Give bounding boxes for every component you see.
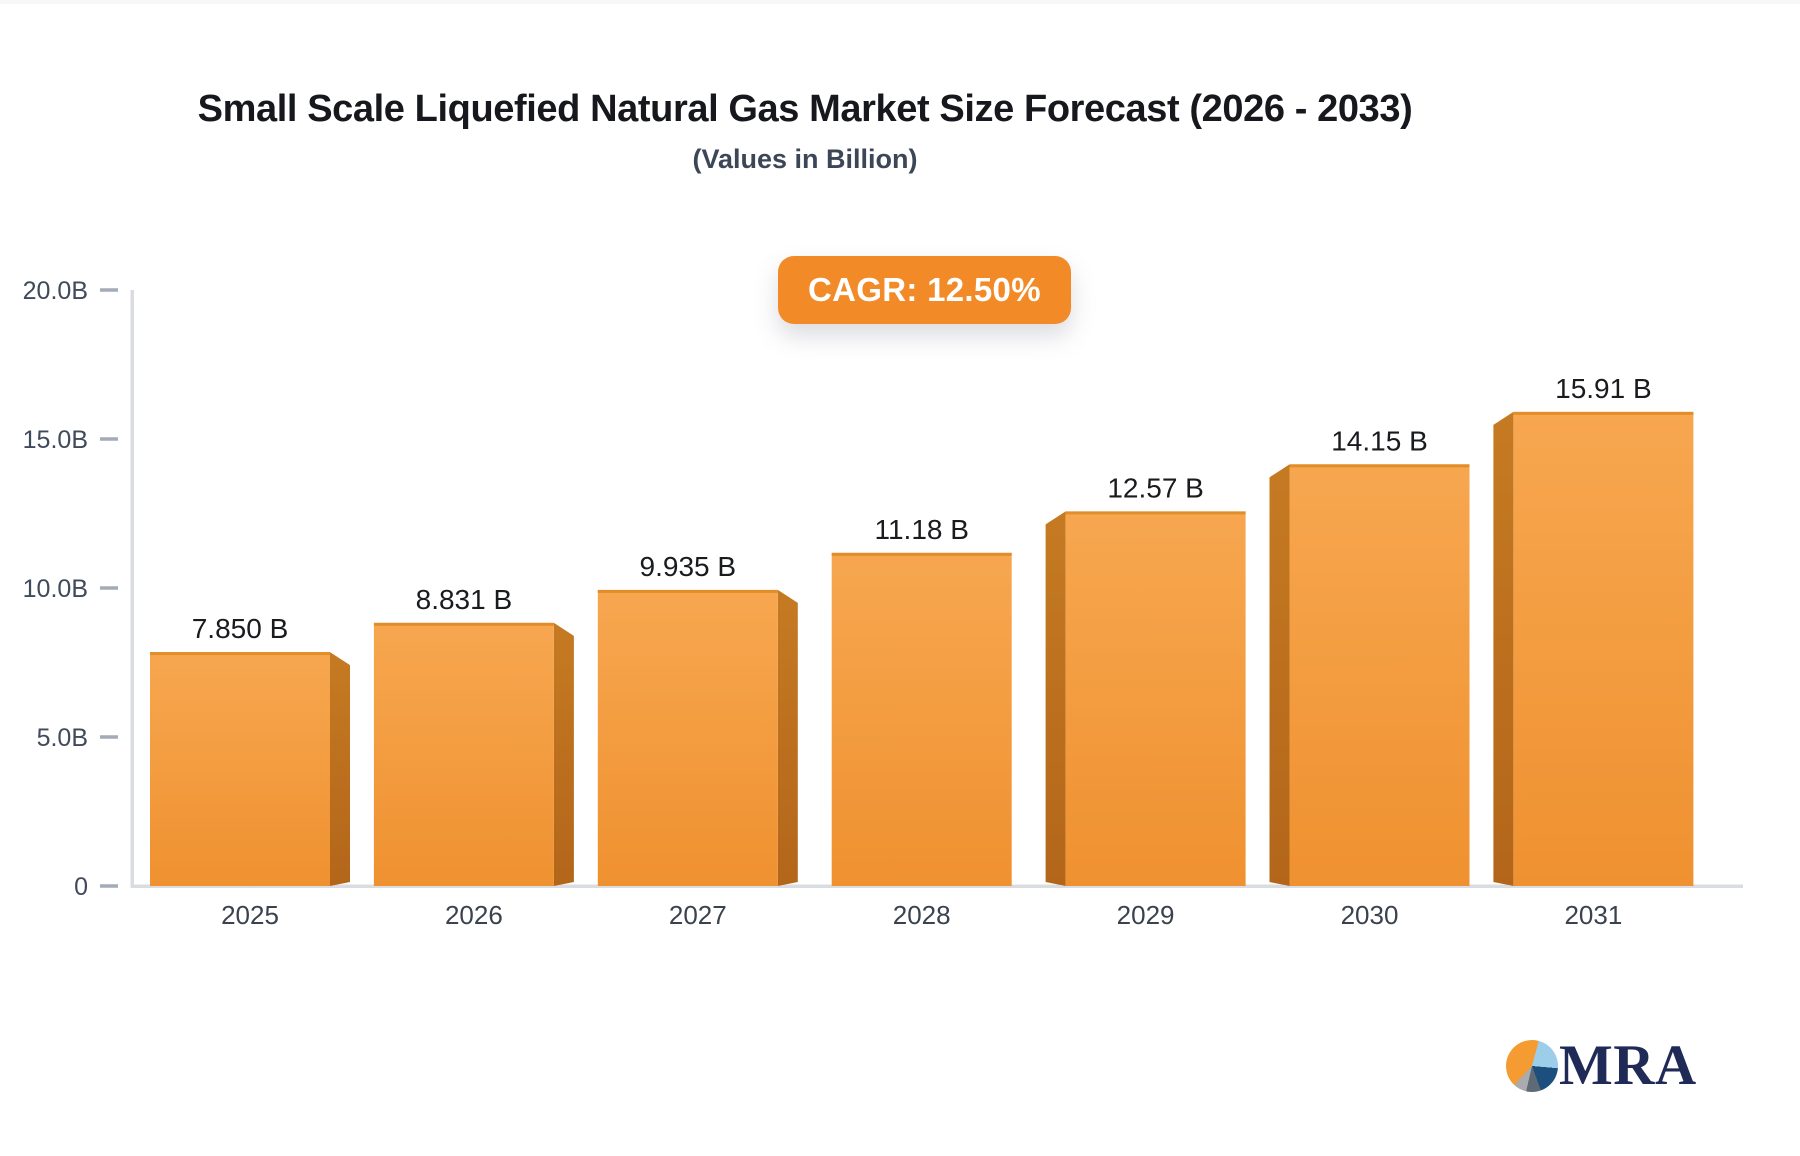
chart-subtitle: (Values in Billion) (692, 144, 918, 174)
x-axis-label: 2029 (1117, 900, 1175, 930)
y-axis-tick-label: 15.0B (23, 426, 88, 454)
cagr-badge: CAGR: 12.50% (778, 256, 1071, 324)
cagr-badge-label: CAGR: 12.50% (808, 271, 1041, 308)
bar-value-label: 11.18 B (874, 514, 968, 545)
y-axis-tick (100, 288, 118, 292)
x-axis-label: 2030 (1341, 900, 1399, 930)
bar-2031 (1513, 411, 1694, 886)
logo-pie-icon (1506, 1040, 1558, 1092)
bar-2028 (831, 552, 1012, 886)
bar-side-2026 (553, 622, 574, 886)
bar-value-label: 7.850 B (192, 613, 289, 644)
y-axis-tick (100, 735, 118, 739)
x-axis-label: 2031 (1564, 900, 1622, 930)
y-axis-tick (100, 437, 118, 441)
bar-side-2031 (1493, 411, 1514, 886)
y-axis-tick-label: 20.0B (23, 277, 88, 305)
x-axis-label: 2027 (669, 900, 727, 930)
bar-2029 (1065, 511, 1246, 886)
bar-side-2027 (777, 589, 798, 886)
x-axis-label: 2025 (221, 900, 279, 930)
bar-2030 (1289, 464, 1470, 886)
y-axis-tick-label: 10.0B (23, 575, 88, 603)
bar-top-edge-2027 (597, 589, 778, 593)
bar-value-label: 12.57 B (1107, 472, 1204, 503)
bar-top-edge-2029 (1065, 511, 1246, 515)
bar-2025 (150, 652, 330, 886)
bar-top-edge-2028 (831, 552, 1012, 556)
bar-value-label: 15.91 B (1555, 373, 1652, 404)
bar-top-edge-2030 (1289, 464, 1470, 468)
bar-side-2025 (330, 652, 350, 886)
y-axis-tick-label: 5.0B (37, 724, 88, 752)
x-axis-line (130, 884, 1743, 888)
bar-value-label: 8.831 B (416, 584, 513, 615)
bar-value-label: 14.15 B (1331, 425, 1428, 456)
bar-2026 (373, 622, 554, 886)
logo-text: MRA (1559, 1034, 1697, 1097)
bar-top-edge-2031 (1513, 411, 1694, 415)
y-axis-tick (100, 884, 118, 888)
bar-side-2030 (1269, 464, 1290, 886)
bar-value-label: 9.935 B (640, 551, 737, 582)
brand-logo: MRA (1506, 1034, 1697, 1097)
x-axis-label: 2028 (893, 900, 951, 930)
top-edge-strip (0, 0, 1800, 4)
bar-side-2029 (1045, 511, 1066, 886)
bar-top-edge-2026 (373, 622, 554, 626)
y-axis-tick (100, 586, 118, 590)
bar-2027 (597, 589, 778, 886)
y-axis-line (130, 290, 134, 888)
y-axis-tick-label: 0 (74, 873, 88, 901)
page-title: Small Scale Liquefied Natural Gas Market… (197, 88, 1413, 130)
chart-header: Small Scale Liquefied Natural Gas Market… (0, 88, 1610, 175)
x-axis-label: 2026 (445, 900, 503, 930)
bar-top-edge-2025 (150, 652, 330, 656)
